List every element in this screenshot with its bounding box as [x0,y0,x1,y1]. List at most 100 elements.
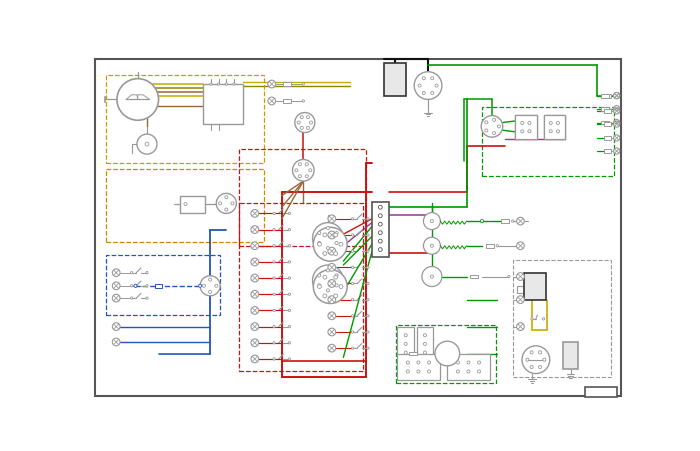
Circle shape [273,261,275,263]
Circle shape [225,196,228,199]
Bar [409,352,416,356]
Circle shape [210,84,212,86]
Circle shape [328,280,336,288]
Circle shape [300,116,303,120]
Circle shape [146,297,148,299]
Bar [447,354,490,381]
Bar [601,94,609,98]
Circle shape [225,208,228,212]
Circle shape [614,109,620,115]
Circle shape [251,339,259,347]
Circle shape [288,326,290,328]
Circle shape [335,232,338,235]
Bar [416,327,433,361]
Circle shape [367,283,369,285]
Bar [501,220,509,224]
Circle shape [556,122,559,125]
Bar [524,273,546,300]
Circle shape [200,276,220,296]
Circle shape [328,232,336,239]
Bar [180,196,204,213]
Circle shape [614,106,620,112]
Circle shape [202,285,206,288]
Bar [398,354,440,381]
Circle shape [522,346,550,374]
Circle shape [273,294,275,296]
Circle shape [477,361,481,364]
Circle shape [134,285,137,288]
Circle shape [137,135,157,155]
Circle shape [351,299,354,301]
Bar [470,275,478,279]
Circle shape [209,278,211,281]
Circle shape [295,170,298,172]
Circle shape [273,342,275,344]
Circle shape [326,247,330,250]
Bar [106,255,220,315]
Circle shape [309,122,312,125]
Circle shape [297,122,300,125]
Circle shape [517,273,524,281]
Circle shape [542,359,546,361]
Bar [543,115,565,140]
Circle shape [288,294,290,296]
Circle shape [480,220,484,223]
Circle shape [379,206,382,210]
Circle shape [130,285,133,287]
Circle shape [406,370,410,373]
Circle shape [428,370,430,373]
Bar [603,123,611,127]
Circle shape [309,170,312,172]
Bar [585,387,617,397]
Circle shape [307,127,309,130]
Circle shape [184,203,187,206]
Circle shape [328,328,336,336]
Circle shape [528,130,531,133]
Circle shape [614,122,620,128]
Circle shape [367,250,369,253]
Circle shape [251,226,259,234]
Circle shape [367,234,369,237]
Bar [486,244,493,248]
Circle shape [326,227,330,230]
Circle shape [318,285,321,289]
Circle shape [430,78,434,81]
Circle shape [497,125,500,129]
Circle shape [305,175,308,179]
Circle shape [273,213,275,215]
Circle shape [225,84,228,86]
Circle shape [335,284,338,287]
Circle shape [418,85,421,88]
Circle shape [112,269,120,277]
Circle shape [300,127,303,130]
Circle shape [538,351,542,354]
Circle shape [145,143,149,147]
Circle shape [273,245,275,247]
Circle shape [379,223,382,226]
Circle shape [351,218,354,221]
Circle shape [314,270,347,304]
Circle shape [313,223,344,254]
Circle shape [218,84,220,86]
Circle shape [530,366,533,369]
Circle shape [307,116,309,120]
Circle shape [323,234,327,237]
Circle shape [273,277,275,280]
Circle shape [404,334,407,337]
Bar [106,76,264,164]
Circle shape [351,234,354,237]
Circle shape [209,291,211,294]
Circle shape [379,214,382,218]
Circle shape [318,284,321,287]
Circle shape [231,202,234,206]
Bar [384,64,406,97]
Circle shape [326,269,330,272]
Circle shape [251,210,259,218]
Bar [395,325,496,383]
Circle shape [351,283,354,285]
Circle shape [273,309,275,312]
Circle shape [435,341,460,366]
Circle shape [328,312,336,320]
Circle shape [328,296,336,304]
Circle shape [404,343,407,345]
